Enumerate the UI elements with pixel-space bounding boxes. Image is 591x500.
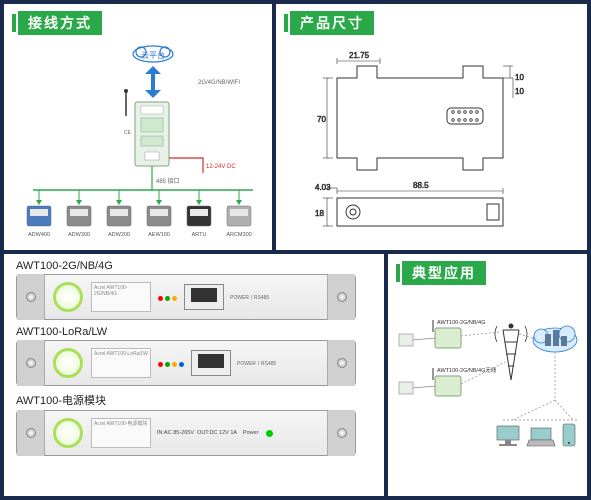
endcap-left (17, 274, 45, 320)
phone-icon (563, 424, 575, 446)
wiring-diagram: 云平台 2G/4G/NB/WIFI CE 12-24V DC 485 接口 AD… (13, 38, 263, 248)
led-ring-icon (53, 418, 83, 448)
status-led-icon (172, 296, 177, 301)
module-content: POWER丨RS485 (157, 350, 327, 376)
status-led-icon (165, 362, 170, 367)
dim-4-03: 4.03 (315, 183, 331, 192)
endcap-left (17, 410, 45, 456)
gateway-device-icon: CE (124, 89, 169, 166)
screw-icon (26, 292, 36, 302)
watermark-text: 小乔手游网 (525, 480, 585, 496)
port-text: POWER丨RS485 (237, 360, 276, 367)
screw-icon (337, 292, 347, 302)
screw-icon (26, 428, 36, 438)
panel-variants: AWT100-2G/NB/4G Acrel AWT100-2G/NB/4G POWE… (4, 254, 384, 496)
variant-label: AWT100-电源模块 (16, 392, 372, 408)
dimension-drawing: 21.75 10 10 70 4.03 88.5 18 (287, 38, 577, 246)
meter-row: ADW400 ADW300 ADW200 AEW100 ARTU ARCM300 (27, 190, 252, 238)
cloud-icon: 云平台 (133, 46, 173, 62)
dim-21-75: 21.75 (349, 51, 370, 60)
cloud-label: 云平台 (141, 50, 165, 60)
cell-tower-icon (495, 324, 527, 380)
cloud-server-icon (533, 326, 577, 352)
dim-70: 70 (317, 115, 326, 124)
variant-label: AWT100-LoRa/LW (16, 326, 372, 338)
status-led-icon (158, 296, 163, 301)
meter-label: ADW200 (108, 232, 130, 238)
variant-block: AWT100-LoRa/LW Acrel AWT100-LoRa/LW POWER丨… (16, 326, 372, 386)
laptop-icon (527, 428, 555, 446)
endcap-right (327, 274, 355, 320)
meter-label: ARTU (192, 232, 207, 238)
module-label-block: Acrel AWT100-电源模块 (91, 418, 151, 448)
dim-right-10: 10 (515, 87, 524, 96)
led-group (157, 288, 178, 306)
module-bar: Acrel AWT100-2G/NB/4G POWER丨RS485 (16, 274, 356, 320)
variant-block: AWT100-电源模块 Acrel AWT100-电源模块 IN:AC 85-265… (16, 392, 372, 456)
endcap-left (17, 340, 45, 386)
endcap-right (327, 340, 355, 386)
updown-arrow-icon (145, 66, 161, 98)
port-text: POWER丨RS485 (230, 294, 269, 301)
panel-dimensions: 产品尺寸 21.75 10 (276, 4, 587, 250)
panel-application: 典型应用 AWT100-2G/NB/4G AWT100-2G/NB/4G无线 (388, 254, 587, 496)
power-spec-text: IN:AC 85-265V OUT:DC 12V 1A Power (157, 430, 259, 436)
status-led-icon (172, 362, 177, 367)
rj45-port-icon (184, 284, 224, 310)
module-bar: Acrel AWT100-电源模块 IN:AC 85-265V OUT:DC 12… (16, 410, 356, 456)
src-device-1 (399, 334, 413, 346)
meter-label: ADW400 (28, 232, 50, 238)
section-title-application: 典型应用 (402, 261, 486, 285)
rs485-label: 485 接口 (156, 177, 180, 185)
section-bar (284, 14, 288, 32)
module-content: POWER丨RS485 (157, 284, 327, 310)
variants-container: AWT100-2G/NB/4G Acrel AWT100-2G/NB/4G POWE… (4, 260, 384, 456)
rj45-port-icon (191, 350, 231, 376)
panel-wiring: 接线方式 云平台 2G/4G/NB/WIFI CE 12-24V DC (4, 4, 272, 250)
module-bar: Acrel AWT100-LoRa/LW POWER丨RS485 (16, 340, 356, 386)
screw-icon (337, 358, 347, 368)
screw-icon (337, 428, 347, 438)
status-led-icon (179, 362, 184, 367)
meter-label: ARCM300 (226, 232, 251, 238)
status-led-icon (158, 362, 163, 367)
power-led-icon (266, 430, 273, 437)
variant-block: AWT100-2G/NB/4G Acrel AWT100-2G/NB/4G POWE… (16, 260, 372, 320)
application-diagram: AWT100-2G/NB/4G AWT100-2G/NB/4G无线 (393, 290, 583, 490)
pc-icon (497, 426, 519, 446)
section-bar (12, 14, 16, 32)
section-header-wiring: 接线方式 (12, 12, 264, 34)
led-ring-icon (53, 282, 83, 312)
variant-label: AWT100-2G/NB/4G (16, 260, 372, 272)
endcap-right (327, 410, 355, 456)
section-title-wiring: 接线方式 (18, 11, 102, 35)
dim-18: 18 (315, 209, 324, 218)
led-group (157, 354, 185, 372)
section-bar (396, 264, 400, 282)
wireless-label: 2G/4G/NB/WIFI (198, 80, 240, 86)
src-device-2 (399, 382, 413, 394)
dc-wire (169, 158, 203, 173)
meter-label: ADW300 (68, 232, 90, 238)
module-label-block: Acrel AWT100-2G/NB/4G (91, 282, 151, 312)
status-led-icon (165, 296, 170, 301)
section-header-application: 典型应用 (396, 262, 579, 284)
dim-88-5: 88.5 (413, 181, 429, 190)
module-label-block: Acrel AWT100-LoRa/LW (91, 348, 151, 378)
module-content: IN:AC 85-265V OUT:DC 12V 1A Power (157, 430, 327, 437)
dim-top-10: 10 (515, 73, 524, 82)
gateway2-label: AWT100-2G/NB/4G无线 (437, 366, 497, 374)
section-header-dimensions: 产品尺寸 (284, 12, 579, 34)
screw-icon (26, 358, 36, 368)
port-ce-label: CE (124, 130, 132, 136)
led-ring-icon (53, 348, 83, 378)
dc-label: 12-24V DC (206, 164, 236, 170)
meter-label: AEW100 (148, 232, 170, 238)
gateway1-label: AWT100-2G/NB/4G (437, 320, 485, 326)
section-title-dimensions: 产品尺寸 (290, 11, 374, 35)
